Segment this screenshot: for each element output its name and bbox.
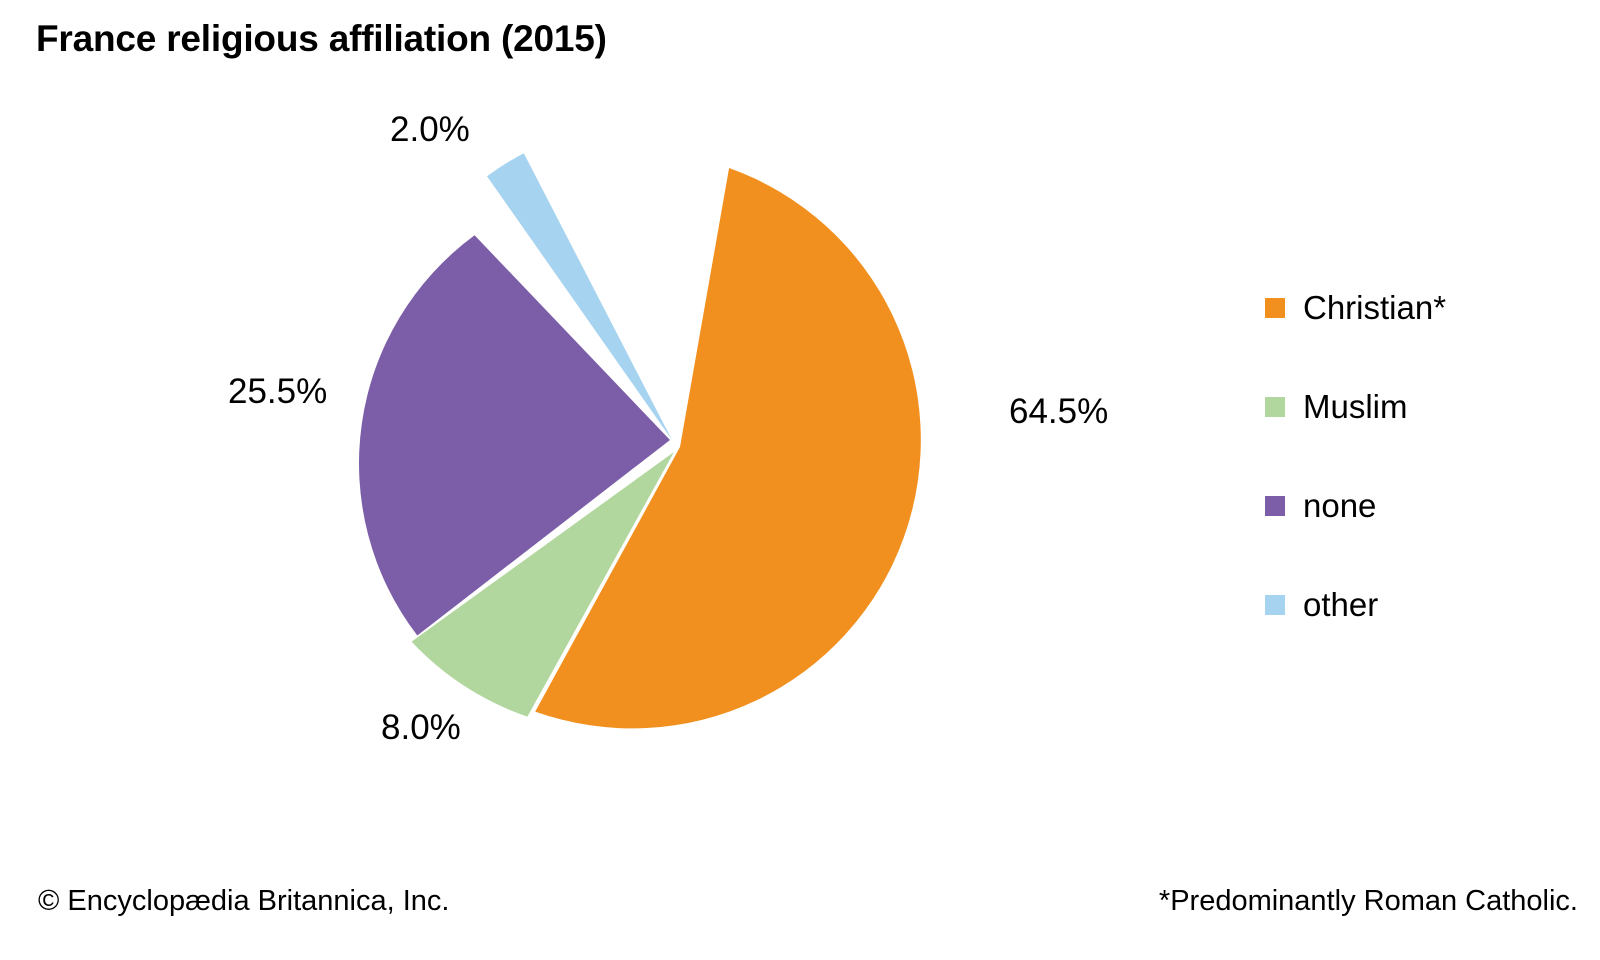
page-title: France religious affiliation (2015) — [36, 18, 607, 59]
legend-item-muslim[interactable]: Muslim — [1265, 357, 1585, 456]
pie-chart-svg — [359, 153, 921, 729]
pie-slice-none[interactable] — [359, 235, 670, 636]
pie-value-label-christian: 64.5% — [1009, 392, 1109, 431]
legend-swatch-muslim-icon — [1265, 396, 1285, 417]
pie-value-label-none: 25.5% — [228, 372, 328, 411]
legend-label-muslim: Muslim — [1303, 388, 1408, 425]
pie-slice-other[interactable] — [487, 153, 672, 440]
legend-swatch-other-icon — [1265, 594, 1285, 615]
pie-slice-christian[interactable] — [535, 168, 921, 729]
chart-legend: Christian* Muslim none other — [1265, 258, 1585, 654]
legend-label-christian: Christian* — [1303, 289, 1447, 326]
footnote-text: *Predominantly Roman Catholic. — [1158, 885, 1578, 917]
pie-value-label-muslim: 8.0% — [381, 708, 461, 747]
legend-item-christian[interactable]: Christian* — [1265, 258, 1585, 357]
legend-label-none: none — [1303, 487, 1377, 524]
legend-label-other: other — [1303, 586, 1379, 623]
pie-slice-muslim[interactable] — [411, 452, 674, 717]
pie-value-label-other: 2.0% — [390, 110, 470, 149]
legend-swatch-christian-icon — [1265, 297, 1285, 318]
legend-item-other[interactable]: other — [1265, 555, 1585, 654]
legend-swatch-none-icon — [1265, 495, 1285, 516]
copyright-text: © Encyclopædia Britannica, Inc. — [38, 885, 450, 917]
pie-chart-area: 2.0% 25.5% 8.0% 64.5% — [228, 110, 1109, 747]
legend-item-none[interactable]: none — [1265, 456, 1585, 555]
